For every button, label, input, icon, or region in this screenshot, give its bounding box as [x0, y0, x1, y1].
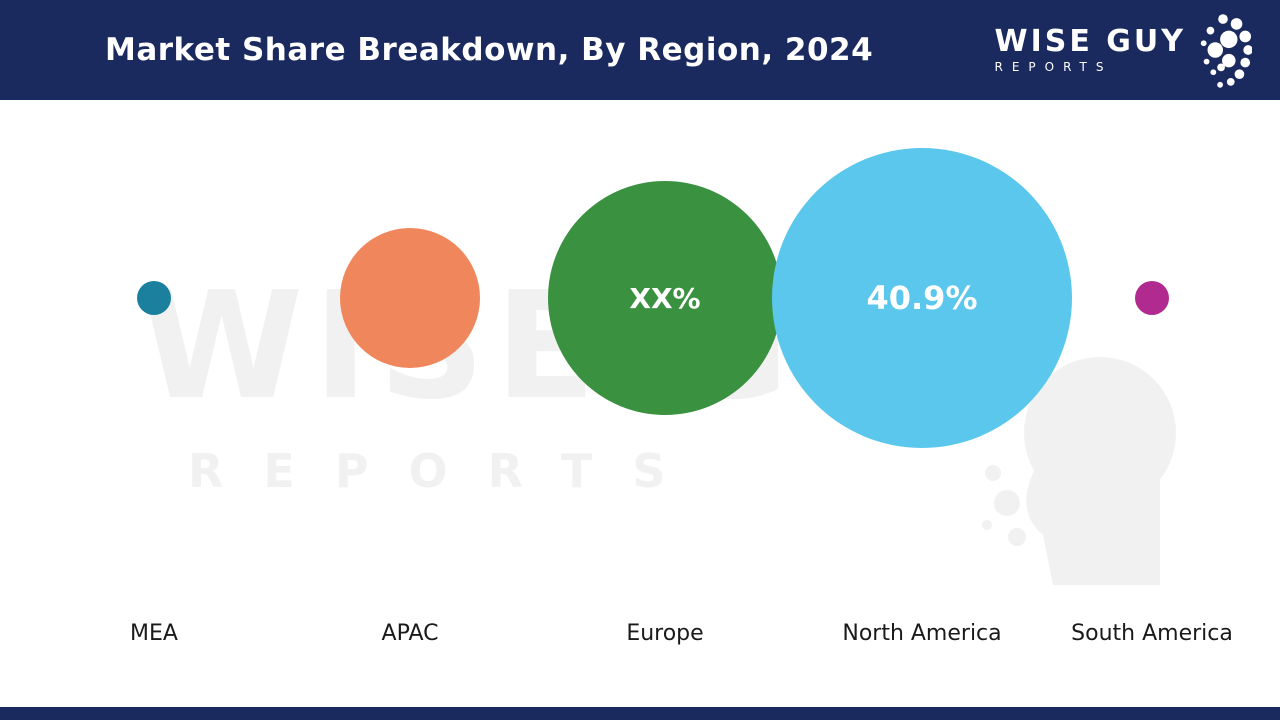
- category-label-apac: APAC: [381, 621, 439, 646]
- footer-bar: [0, 707, 1280, 720]
- bubble-south-america: [1135, 281, 1169, 315]
- bubble-apac: [340, 228, 480, 368]
- category-label-south-america: South America: [1071, 621, 1233, 646]
- category-label-north-america: North America: [842, 621, 1002, 646]
- bubble-north-america: 40.9%: [772, 148, 1072, 448]
- bubble-value-label-europe: XX%: [629, 281, 701, 315]
- brand-logo-text: WISE GUY REPORTS: [994, 26, 1186, 74]
- page-title: Market Share Breakdown, By Region, 2024: [105, 32, 874, 68]
- head-dots-icon: [1194, 11, 1252, 89]
- bubble-value-label-north-america: 40.9%: [866, 279, 978, 317]
- brand-name: WISE GUY: [994, 24, 1186, 60]
- category-label-europe: Europe: [626, 621, 704, 646]
- brand-logo: WISE GUY REPORTS: [994, 11, 1252, 89]
- bubble-mea: [137, 281, 171, 315]
- brand-subname: REPORTS: [994, 59, 1113, 74]
- header: Market Share Breakdown, By Region, 2024 …: [0, 0, 1280, 100]
- bubble-europe: XX%: [548, 181, 782, 415]
- category-label-mea: MEA: [130, 621, 178, 646]
